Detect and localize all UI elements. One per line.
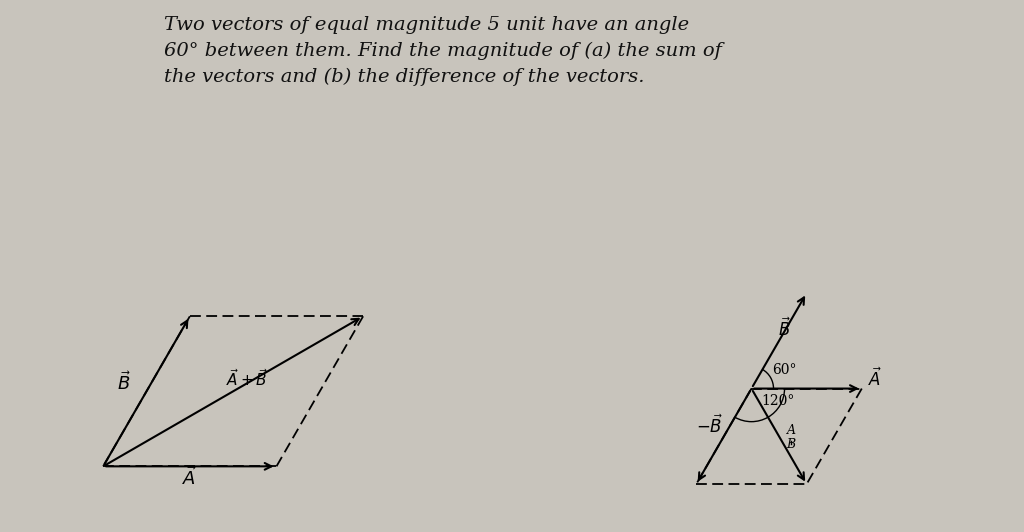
- Text: $\vec{A}$: $\vec{A}$: [182, 467, 198, 489]
- Text: $\vec{A}$: $\vec{A}$: [868, 368, 883, 390]
- Text: 120°: 120°: [761, 394, 795, 408]
- Text: $\vec{B}$: $\vec{B}$: [117, 371, 131, 394]
- Text: B: B: [786, 438, 796, 452]
- Text: Two vectors of equal magnitude 5 unit have an angle
60° between them. Find the m: Two vectors of equal magnitude 5 unit ha…: [164, 16, 722, 86]
- Text: $-\vec{B}$: $-\vec{B}$: [696, 414, 723, 437]
- Text: A: A: [786, 424, 796, 437]
- Text: $\vec{B}$: $\vec{B}$: [778, 318, 792, 340]
- Text: $\vec{A}+\vec{B}$: $\vec{A}+\vec{B}$: [226, 368, 268, 389]
- Text: 60°: 60°: [772, 363, 797, 377]
